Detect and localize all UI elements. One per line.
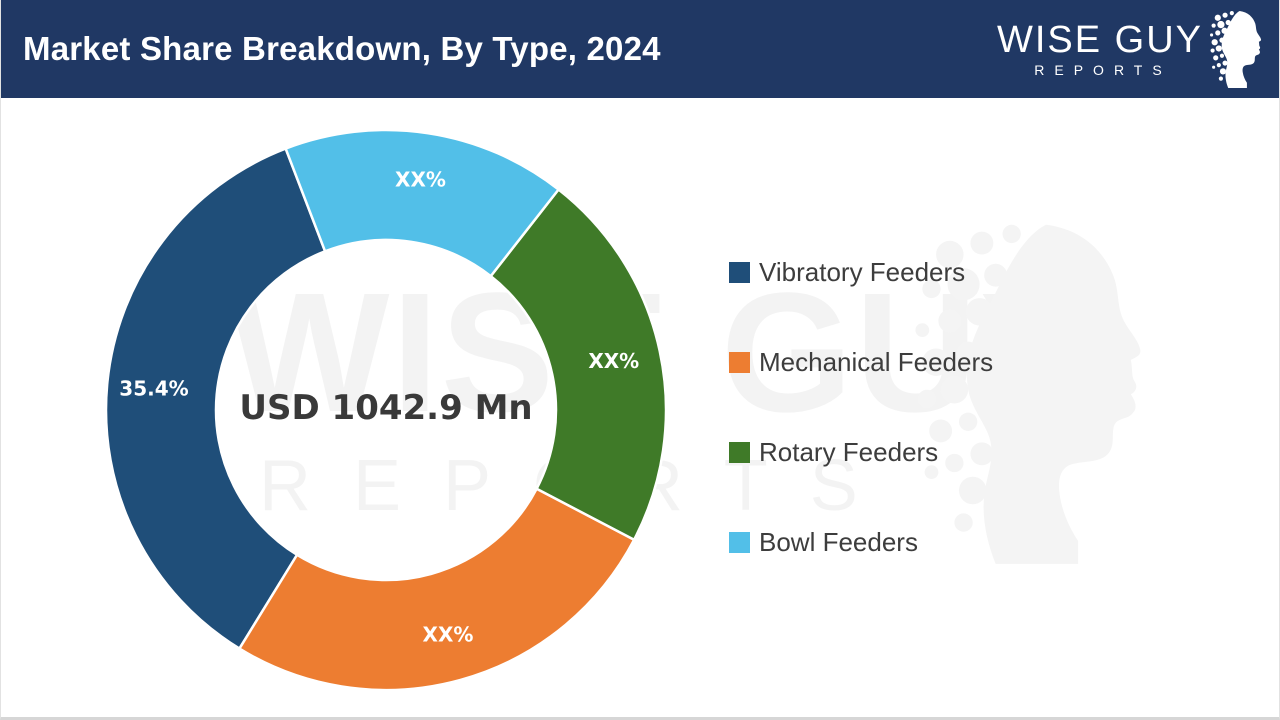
chart-legend: Vibratory Feeders Mechanical Feeders Rotar…: [729, 250, 993, 610]
segment-label-bowl-feeders: XX%: [395, 168, 446, 192]
donut-segment-rotary-feeders: [489, 188, 668, 541]
wise-guy-logo: WISE GUY REPORTS: [997, 10, 1265, 88]
logo-face-icon: [1210, 11, 1262, 88]
legend-item-bowl-feeders: Bowl Feeders: [729, 520, 993, 564]
donut-segment-mechanical-feeders: [238, 487, 636, 692]
segment-label-rotary-feeders: XX%: [588, 349, 639, 373]
donut-segment-bowl-feeders: [284, 128, 560, 278]
logo-wordmark: WISE GUY: [996, 18, 1203, 61]
segment-label-vibratory-feeders: 35.4%: [119, 377, 188, 401]
legend-label-mechanical-feeders: Mechanical Feeders: [759, 347, 994, 377]
legend-label-vibratory-feeders: Vibratory Feeders: [759, 257, 966, 287]
donut-segment-vibratory-feeders: [104, 147, 327, 650]
logo-text: WISE GUY REPORTS: [997, 21, 1203, 78]
logo-subtitle: REPORTS: [1034, 61, 1172, 78]
legend-swatch-rotary-feeders: [729, 441, 750, 463]
page-title: Market Share Breakdown, By Type, 2024: [23, 30, 661, 67]
legend-item-mechanical-feeders: Mechanical Feeders: [729, 340, 993, 384]
chart-center-value: USD 1042.9 Mn: [239, 388, 533, 428]
legend-item-vibratory-feeders: Vibratory Feeders: [729, 250, 993, 294]
segment-label-mechanical-feeders: XX%: [423, 623, 474, 647]
legend-swatch-vibratory-feeders: [729, 261, 750, 283]
legend-label-bowl-feeders: Bowl Feeders: [759, 527, 918, 557]
legend-label-rotary-feeders: Rotary Feeders: [759, 437, 939, 467]
legend-swatch-mechanical-feeders: [729, 351, 750, 373]
legend-swatch-bowl-feeders: [729, 531, 750, 553]
legend-item-rotary-feeders: Rotary Feeders: [729, 430, 993, 474]
header-bar: Market Share Breakdown, By Type, 2024 WI…: [1, 0, 1279, 98]
